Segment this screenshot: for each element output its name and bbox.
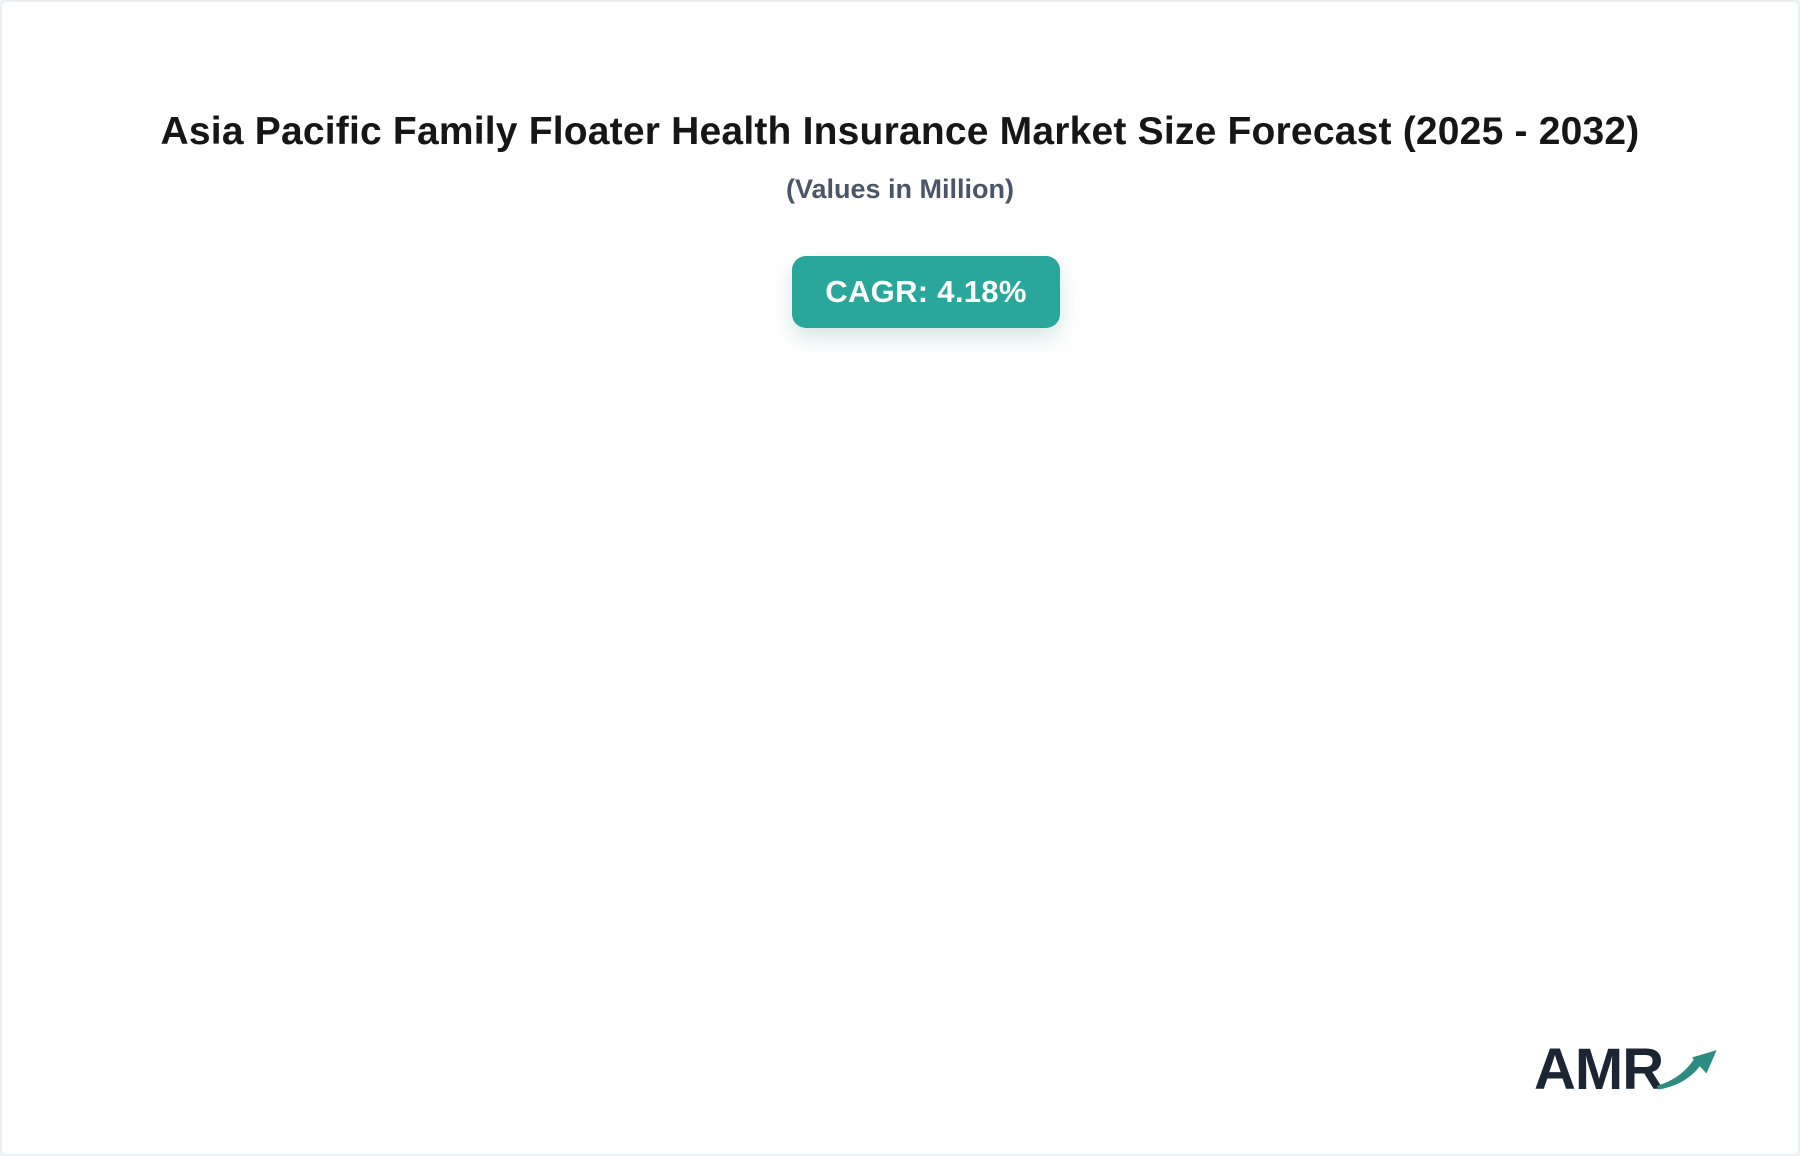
page-title: Asia Pacific Family Floater Health Insur…	[160, 110, 1640, 153]
cagr-badge: CAGR: 4.18%	[792, 256, 1060, 328]
page-subtitle: (Values in Million)	[785, 174, 1015, 204]
amr-logo-text: AMR	[1534, 1037, 1664, 1102]
growth-arrow-tail	[1657, 1058, 1703, 1090]
cagr-badge-label: CAGR: 4.18%	[825, 274, 1027, 309]
growth-arrow-icon	[1657, 1050, 1717, 1090]
amr-logo: AMR	[1534, 1038, 1724, 1118]
growth-arrow-head	[1692, 1050, 1717, 1074]
